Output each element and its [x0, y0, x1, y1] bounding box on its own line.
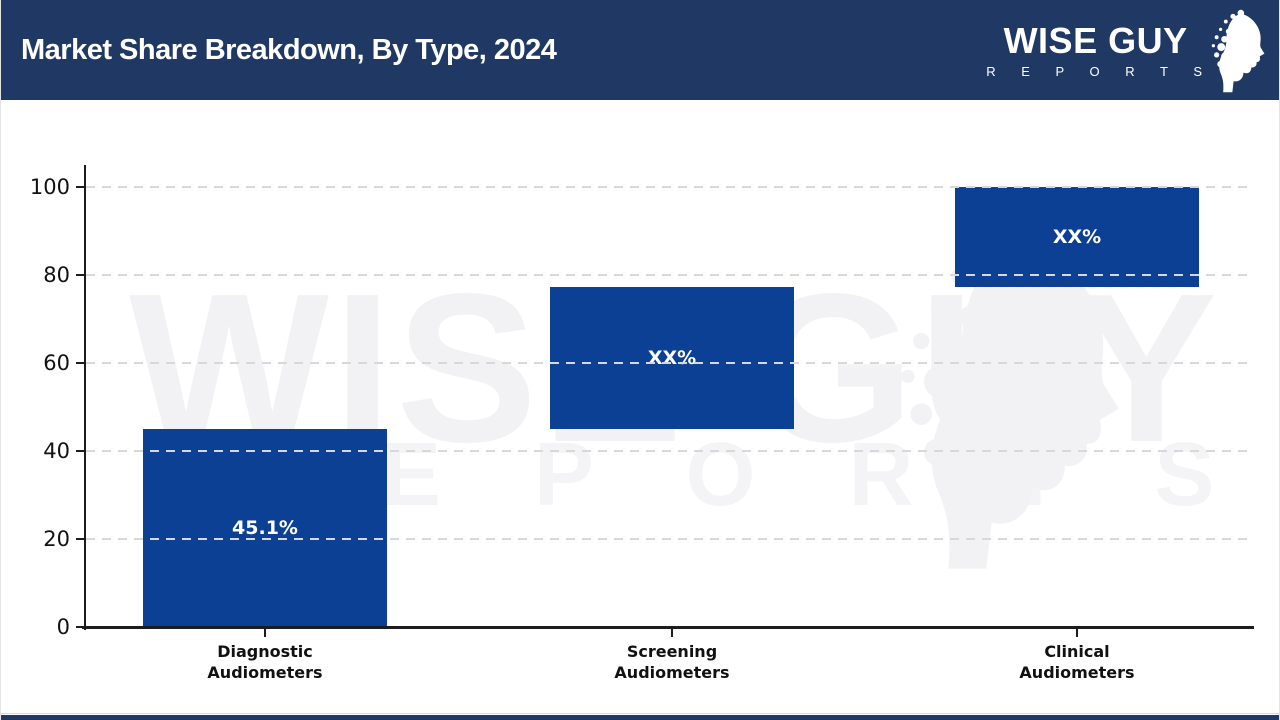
logo-face-icon: [1211, 9, 1265, 93]
bar-segment: XX%: [955, 187, 1199, 287]
x-axis-label-line: Audiometers: [614, 662, 730, 682]
y-tick-label: 60: [43, 351, 70, 375]
y-axis-line: [84, 165, 86, 630]
page-title: Market Share Breakdown, By Type, 2024: [21, 33, 557, 66]
logo-subtitle: R E P O R T S: [986, 64, 1213, 79]
bar-segment: 45.1%: [143, 428, 387, 627]
x-axis-label-line: Clinical: [1044, 642, 1110, 661]
gridline: [86, 186, 1254, 188]
x-axis-label: Screening Audiometers: [542, 642, 802, 684]
y-tick-mark: [76, 450, 85, 452]
gridline: [86, 362, 1254, 364]
y-tick-label: 100: [29, 175, 70, 199]
y-tick-label: 0: [56, 615, 70, 639]
footer-divider: [1, 713, 1279, 714]
y-tick-mark: [76, 362, 85, 364]
x-axis-label-line: Diagnostic: [217, 642, 313, 661]
y-tick-mark: [76, 274, 85, 276]
logo: WISE GUY R E P O R T S: [978, 6, 1269, 96]
gridline: [86, 450, 1254, 452]
bar-value-label: 45.1%: [232, 516, 298, 539]
x-axis-label-line: Screening: [626, 642, 718, 661]
x-axis-label: Clinical Audiometers: [947, 642, 1207, 684]
y-tick-mark: [76, 626, 85, 628]
bar-value-label: XX%: [647, 346, 697, 369]
x-axis-label-line: Audiometers: [1019, 662, 1135, 682]
x-tick-mark: [264, 629, 266, 637]
logo-text: WISE GUY R E P O R T S: [978, 20, 1213, 80]
y-tick-mark: [76, 538, 85, 540]
x-tick-mark: [1076, 629, 1078, 637]
header: Market Share Breakdown, By Type, 2024 WI…: [1, 0, 1279, 100]
gridline: [86, 538, 1254, 540]
y-tick-label: 80: [43, 263, 70, 287]
x-axis-label: Diagnostic Audiometers: [135, 642, 395, 684]
x-tick-mark: [671, 629, 673, 637]
y-tick-label: 20: [43, 527, 70, 551]
bar-segment: XX%: [550, 286, 794, 429]
x-axis-line: [82, 626, 1254, 629]
gridline: [86, 274, 1254, 276]
footer-bar: [1, 715, 1279, 720]
x-axis-label-line: Audiometers: [207, 662, 323, 682]
y-tick-label: 40: [43, 439, 70, 463]
y-tick-mark: [76, 186, 85, 188]
logo-wordmark: WISE GUY: [1003, 20, 1188, 61]
bar-value-label: XX%: [1052, 225, 1102, 248]
